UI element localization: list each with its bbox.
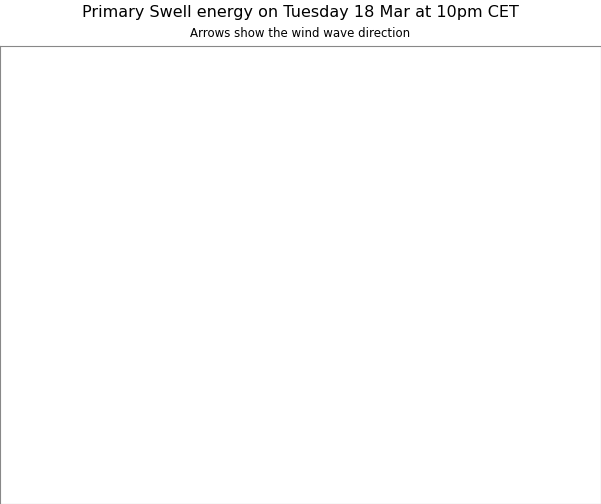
Text: Arrows show the wind wave direction: Arrows show the wind wave direction [191, 27, 410, 40]
Text: Primary Swell energy on Tuesday 18 Mar at 10pm CET: Primary Swell energy on Tuesday 18 Mar a… [82, 6, 519, 21]
